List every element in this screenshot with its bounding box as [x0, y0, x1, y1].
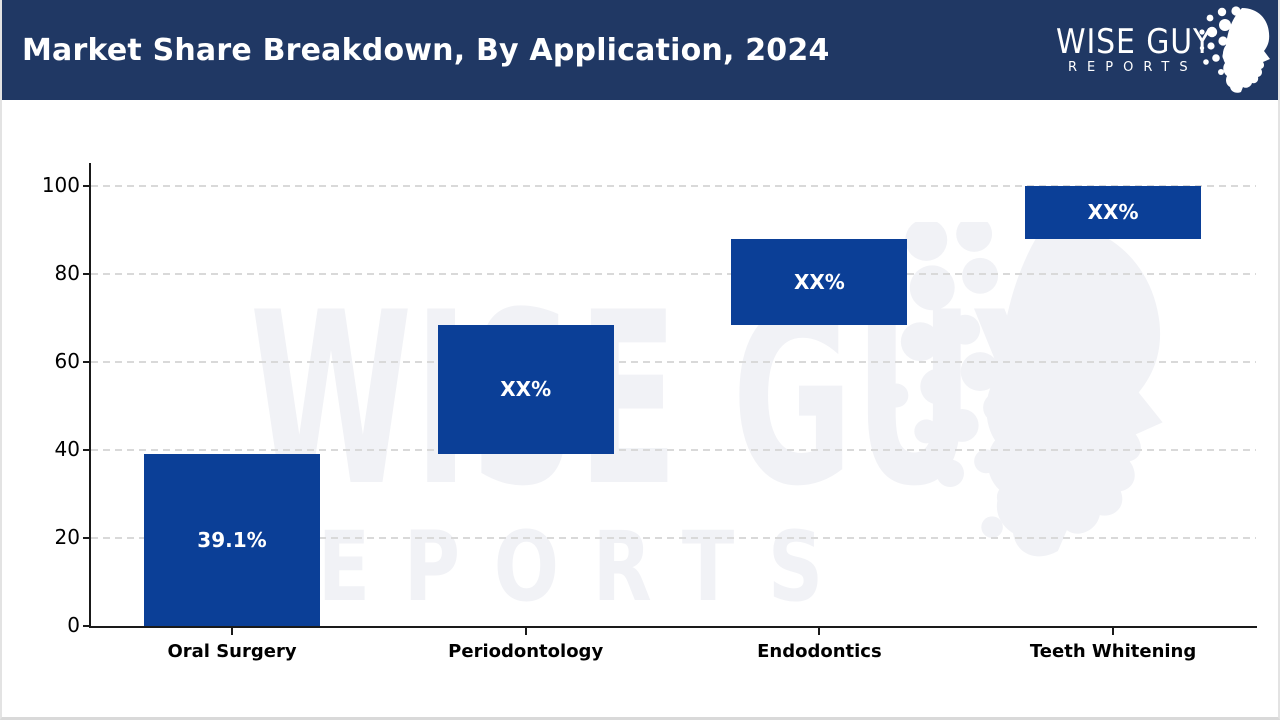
bar-segment: XX%: [731, 238, 908, 326]
x-category-label: Periodontology: [448, 641, 604, 662]
y-tick: [83, 361, 90, 363]
x-category-label: Endodontics: [757, 641, 882, 662]
y-axis-line: [89, 163, 91, 628]
wiseguy-logo: WISE GUY REPORTS: [1020, 0, 1270, 100]
bar-segment: 39.1%: [144, 453, 320, 626]
x-category-label: Oral Surgery: [167, 641, 297, 662]
y-tick: [83, 625, 90, 627]
bar-value-label: 39.1%: [197, 527, 267, 552]
x-tick: [1112, 628, 1115, 635]
x-tick: [818, 628, 821, 635]
logo-sub-text: REPORTS: [1068, 60, 1198, 75]
x-axis-line: [89, 626, 1257, 628]
page-title: Market Share Breakdown, By Application, …: [22, 32, 830, 68]
y-tick-label: 40: [54, 437, 80, 461]
header-band: Market Share Breakdown, By Application, …: [2, 0, 1278, 100]
y-gridline: [91, 361, 1256, 363]
bar-value-label: XX%: [1087, 200, 1139, 225]
bar-value-label: XX%: [500, 377, 552, 402]
y-gridline: [91, 185, 1256, 187]
x-tick: [524, 628, 527, 635]
x-category-label: Teeth Whitening: [1029, 641, 1197, 662]
y-tick: [83, 537, 90, 539]
y-tick-label: 60: [54, 349, 80, 373]
bar-value-label: XX%: [793, 269, 845, 294]
y-gridline: [91, 273, 1256, 275]
wiseguy-head-icon: [1199, 6, 1270, 93]
logo-name-text: WISE GUY: [1056, 22, 1213, 62]
bar-segment: XX%: [1025, 186, 1202, 239]
y-gridline: [91, 449, 1256, 451]
y-tick-label: 80: [54, 261, 80, 285]
y-tick: [83, 273, 90, 275]
y-gridline: [91, 537, 1256, 539]
y-tick: [83, 449, 90, 451]
bar-segment: XX%: [437, 325, 614, 454]
y-tick: [83, 185, 90, 187]
y-tick-label: 100: [41, 173, 80, 197]
x-tick: [231, 628, 233, 635]
y-tick-label: 0: [67, 613, 80, 637]
y-tick-label: 20: [54, 525, 80, 549]
